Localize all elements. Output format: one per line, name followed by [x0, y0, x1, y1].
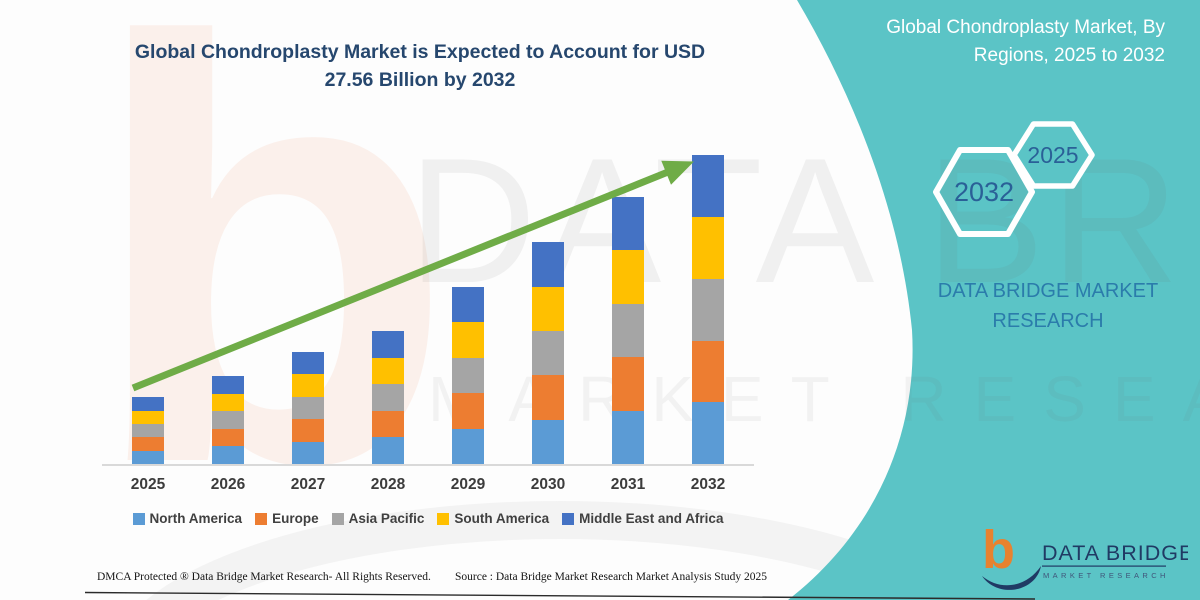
x-axis-label: 2030	[530, 476, 566, 493]
side-panel-heading: Global Chondroplasty Market, By Regions,…	[886, 17, 1165, 66]
data-bridge-logo: b DATA BRIDGE MARKET RESEARCH	[982, 520, 1188, 590]
bar-segment	[132, 397, 164, 411]
logo-swoosh	[982, 566, 1041, 590]
legend-swatch	[255, 512, 268, 525]
bar-segment	[292, 442, 324, 464]
bar-segment	[612, 250, 644, 304]
bar-segment	[452, 393, 484, 429]
bar-segment	[692, 402, 724, 464]
logo-underline	[1042, 565, 1166, 567]
bar-column-2025	[132, 397, 164, 464]
x-axis-label: 2026	[210, 476, 246, 493]
legend-swatch	[132, 512, 145, 525]
legend-label: Middle East and Africa	[579, 511, 724, 526]
bar-segment	[372, 331, 404, 358]
hexagon-2032	[933, 147, 1035, 237]
hexagon-2025-label: 2025	[1027, 142, 1078, 168]
legend-label: Asia Pacific	[348, 511, 425, 526]
bar-segment	[372, 358, 404, 384]
bar-segment	[212, 394, 244, 411]
bar-segment	[292, 419, 324, 442]
legend-swatch	[562, 512, 575, 525]
bar-segment	[212, 376, 244, 394]
bar-segment	[612, 197, 644, 250]
legend-item: Middle East and Africa	[562, 511, 723, 526]
legend-label: South America	[454, 511, 550, 526]
brand-caption: DATA BRIDGE MARKET RESEARCH	[937, 280, 1159, 332]
bar-segment	[532, 242, 564, 287]
bar-segment	[212, 446, 244, 464]
chart-title: Global Chondroplasty Market is Expected …	[134, 41, 706, 92]
x-axis-label: 2029	[450, 476, 486, 493]
bar-segment	[292, 352, 324, 374]
bar-segment	[372, 437, 404, 464]
bar-segment	[212, 411, 244, 429]
x-axis-label: 2032	[690, 476, 726, 493]
bar-segment	[612, 411, 644, 464]
bar-segment	[132, 424, 164, 437]
bar-column-2028	[372, 331, 404, 464]
bar-segment	[692, 217, 724, 279]
footer-dmca: DMCA Protected ® Data Bridge Market Rese…	[97, 571, 431, 583]
bar-segment	[372, 411, 404, 437]
bar-segment	[132, 411, 164, 424]
x-axis-label: 2027	[290, 476, 326, 493]
bar-segment	[452, 429, 484, 464]
bar-column-2031	[612, 197, 644, 464]
bar-column-2027	[292, 352, 324, 464]
x-axis-labels: 2025 2026 2027 2028 2029 2030 2031 2032	[100, 476, 760, 496]
bar-segment	[692, 155, 724, 217]
bar-segment	[612, 357, 644, 411]
hexagon-2032-label: 2032	[954, 177, 1014, 207]
legend-item: Europe	[255, 511, 319, 526]
bar-segment	[452, 287, 484, 322]
bar-segment	[132, 437, 164, 451]
logo-subtitle: MARKET RESEARCH	[1043, 571, 1169, 580]
legend-item: Asia Pacific	[331, 511, 425, 526]
bar-segment	[692, 341, 724, 402]
legend-item: North America	[132, 511, 243, 526]
bar-segment	[532, 375, 564, 420]
bar-segment	[532, 331, 564, 375]
legend-label: Europe	[272, 511, 319, 526]
bar-column-2030	[532, 242, 564, 464]
bar-segment	[372, 384, 404, 411]
x-axis-label: 2025	[130, 476, 166, 493]
bar-segment	[692, 279, 724, 341]
legend-label: North America	[149, 511, 243, 526]
bar-segment	[212, 429, 244, 446]
hexagon-2025	[1011, 121, 1095, 189]
bar-segment	[612, 304, 644, 357]
logo-title: DATA BRIDGE	[1042, 541, 1188, 565]
logo-b-mark: b	[982, 520, 1015, 580]
legend-swatch	[437, 512, 450, 525]
bar-column-2029	[452, 287, 484, 464]
bar-segment	[452, 358, 484, 393]
bar-chart	[100, 150, 760, 464]
bar-segment	[292, 397, 324, 419]
legend-item: South America	[437, 511, 549, 526]
x-axis-label: 2028	[370, 476, 406, 493]
bar-segment	[292, 374, 324, 397]
x-axis-label: 2031	[610, 476, 646, 493]
chart-legend: North America Europe Asia Pacific South Ame…	[96, 511, 760, 526]
bar-column-2026	[212, 376, 244, 464]
footer-source: Source : Data Bridge Market Research Mar…	[455, 571, 768, 583]
bar-segment	[132, 451, 164, 464]
bar-segment	[452, 322, 484, 358]
legend-swatch	[331, 512, 344, 525]
bar-segment	[532, 420, 564, 464]
bar-column-2032	[692, 155, 724, 464]
x-axis-line	[102, 464, 754, 466]
bar-segment	[532, 287, 564, 331]
